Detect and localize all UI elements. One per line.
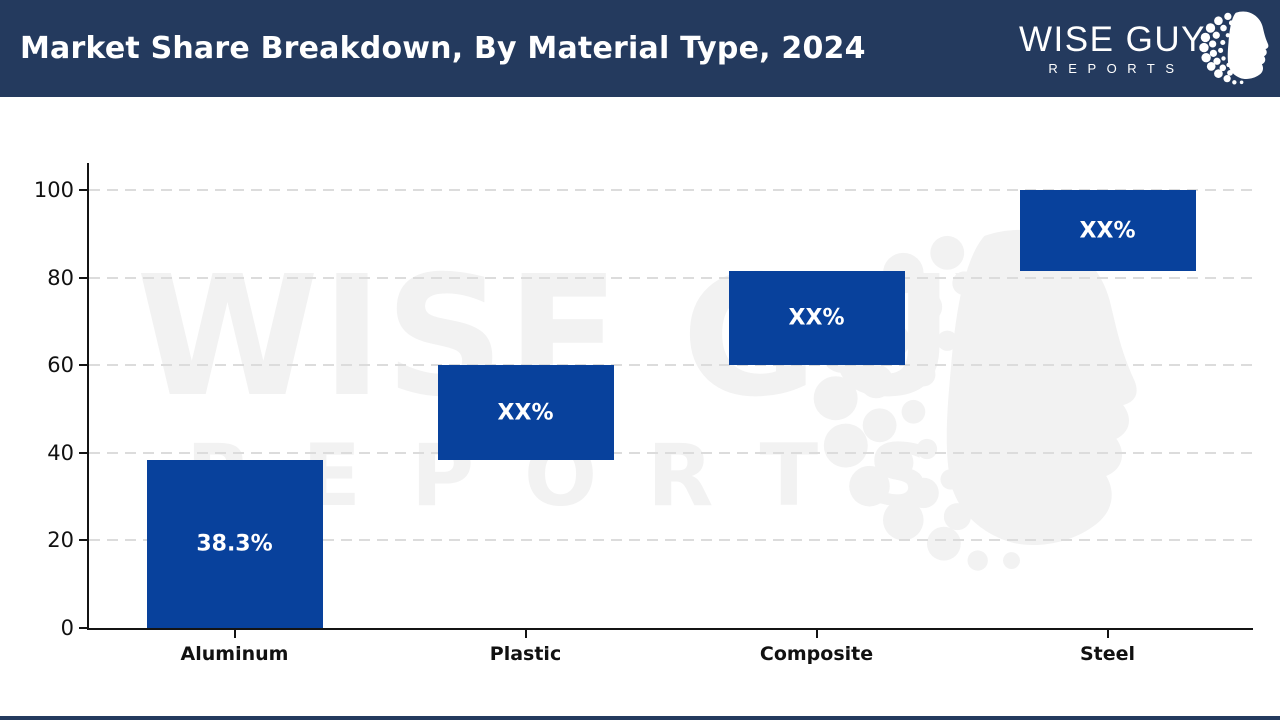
x-category-label: Composite	[759, 643, 874, 665]
brand-subtitle: REPORTS	[1048, 61, 1185, 76]
x-tick-mark	[1106, 630, 1109, 638]
y-tick-label: 60	[47, 353, 74, 378]
y-tick-mark	[79, 189, 87, 191]
bar-value-label: XX%	[1079, 218, 1136, 244]
footer-bar	[0, 716, 1280, 720]
y-axis-spine	[87, 163, 89, 630]
x-category-label: Steel	[1079, 643, 1136, 665]
y-tick-label: 0	[60, 616, 74, 640]
y-tick-label: 20	[47, 528, 74, 553]
page-title: Market Share Breakdown, By Material Type…	[20, 31, 866, 66]
chart-area: WISE GUY REPORTS 38.3% XX% XX% XX% 0 20 40 60 8…	[0, 97, 1280, 716]
x-tick-mark	[815, 630, 818, 638]
x-tick-mark	[233, 630, 236, 638]
y-tick-mark	[79, 276, 87, 279]
y-tick-mark	[79, 627, 87, 629]
gridline	[89, 189, 1253, 191]
bar-steel: XX%	[1019, 190, 1196, 272]
gridline	[89, 364, 1253, 367]
header-bar: Market Share Breakdown, By Material Type…	[0, 0, 1280, 97]
brand-logo: WISE GUY REPORTS	[1019, 4, 1272, 94]
x-tick-mark	[524, 630, 527, 638]
y-tick-mark	[79, 451, 87, 454]
y-tick-label: 80	[47, 265, 74, 290]
gridline	[89, 539, 1253, 542]
bar-composite: XX%	[728, 271, 905, 366]
wiseguy-head-icon	[1199, 11, 1269, 85]
y-tick-mark	[79, 364, 87, 367]
plot-area: 38.3% XX% XX% XX%	[89, 189, 1253, 628]
x-category-label: Aluminum	[180, 643, 289, 665]
gridline	[89, 451, 1253, 454]
y-tick-label: 40	[47, 440, 74, 465]
y-tick-label: 100	[33, 178, 74, 202]
bar-value-label: XX%	[497, 400, 554, 426]
brand-wordmark: WISE GUY	[1018, 20, 1206, 59]
gridline	[89, 276, 1253, 279]
bar-aluminum: 38.3%	[146, 460, 323, 628]
y-tick-mark	[79, 539, 87, 542]
bar-value-label: 38.3%	[196, 531, 273, 557]
bar-plastic: XX%	[437, 365, 614, 461]
bar-value-label: XX%	[788, 305, 845, 331]
x-axis-spine	[87, 628, 1253, 630]
brand-logo-text: WISE GUY REPORTS	[1019, 22, 1206, 76]
x-category-label: Plastic	[489, 643, 562, 665]
